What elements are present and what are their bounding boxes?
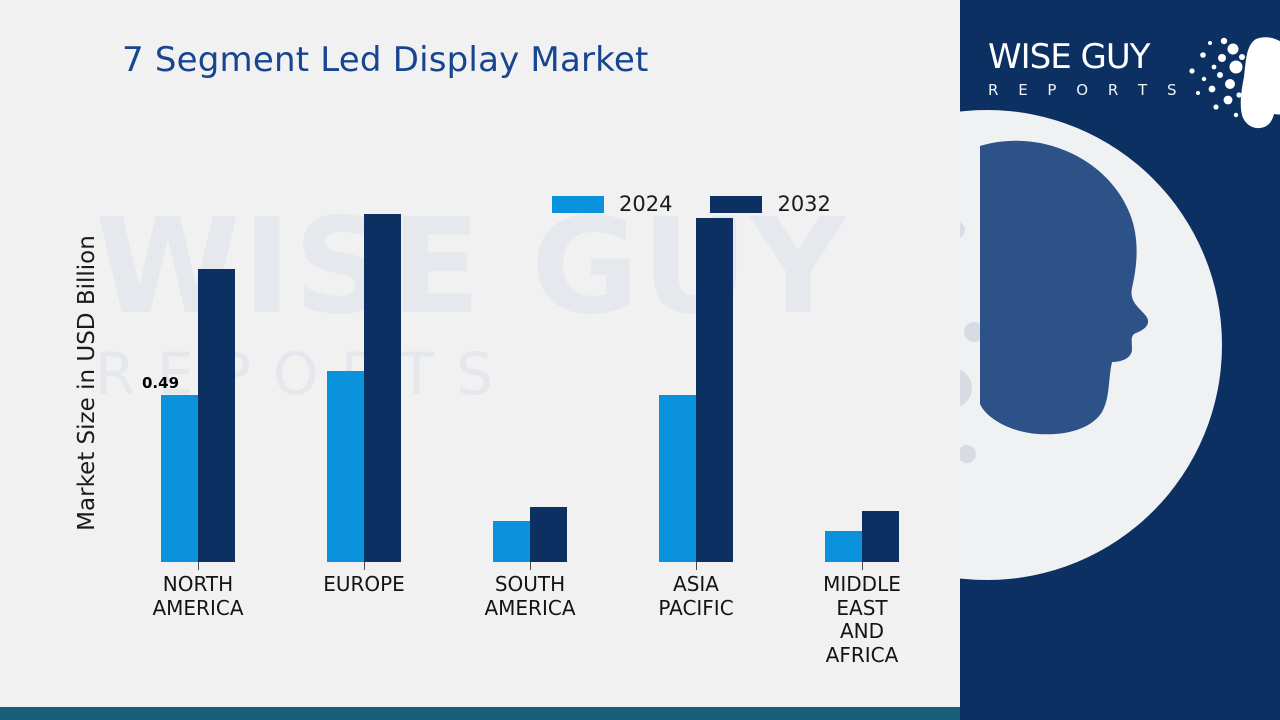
chart-panel: WISE GUY REPORTS 7 Segment Led Display M… <box>0 40 960 720</box>
legend-swatch-2032 <box>710 195 763 213</box>
bar-middle-east-and-africa-2032[interactable] <box>862 510 899 562</box>
bar-group-north-america: 0.49 <box>115 180 281 562</box>
x-axis-label-middle-east-and-africa: MIDDLE EAST AND AFRICA <box>823 572 901 667</box>
bar-south-america-2032[interactable] <box>530 507 567 562</box>
x-axis-label-asia-pacific: ASIA PACIFIC <box>658 572 734 620</box>
page-title: 7 Segment Led Display Market <box>122 40 649 80</box>
axis-tick-icon <box>695 562 697 570</box>
bar-groups: 0.49 <box>115 180 945 562</box>
bar-north-america-2032[interactable] <box>198 268 235 562</box>
plot-area: 0.49 <box>115 180 945 562</box>
bar-group-europe <box>281 180 447 562</box>
bar-north-america-2024[interactable] <box>161 394 198 562</box>
legend-label-2032: 2032 <box>777 192 831 216</box>
y-axis-title: Market Size in USD Billion <box>74 235 100 531</box>
head-profile-silhouette-icon <box>980 140 1149 435</box>
x-axis-labels: NORTH AMERICA EUROPE SOUTH AMERICA ASIA … <box>115 562 945 682</box>
bar-europe-2032[interactable] <box>364 214 401 562</box>
x-axis-category-middle-east-and-africa: MIDDLE EAST AND AFRICA <box>779 562 945 682</box>
bar-group-south-america <box>447 180 613 562</box>
x-axis-label-north-america: NORTH AMERICA <box>152 572 244 620</box>
brand-logo-sub-text: R E P O R T S <box>988 81 1184 99</box>
bar-asia-pacific-2032[interactable] <box>696 217 733 562</box>
brand-logo-main-text: WISE GUY <box>988 37 1151 77</box>
axis-tick-icon <box>861 562 863 570</box>
x-axis-category-asia-pacific: ASIA PACIFIC <box>613 562 779 682</box>
legend-label-2024: 2024 <box>619 192 673 216</box>
x-axis-label-south-america: SOUTH AMERICA <box>484 572 576 620</box>
x-axis-category-europe: EUROPE <box>281 562 447 682</box>
x-axis-category-north-america: NORTH AMERICA <box>115 562 281 682</box>
head-profile-icon <box>980 136 1195 436</box>
x-axis-category-south-america: SOUTH AMERICA <box>447 562 613 682</box>
axis-tick-icon <box>197 562 199 570</box>
bar-europe-2024[interactable] <box>327 371 364 562</box>
logo-dotted-head-icon <box>1189 37 1280 129</box>
bottom-accent-strip <box>0 707 960 720</box>
bar-asia-pacific-2024[interactable] <box>659 394 696 562</box>
chart-legend: 2024 2032 <box>552 192 831 216</box>
axis-tick-icon <box>529 562 531 570</box>
bar-value-label-north-america-2024: 0.49 <box>142 373 180 392</box>
bar-group-asia-pacific <box>613 180 779 562</box>
x-axis-label-europe: EUROPE <box>323 572 405 596</box>
legend-item-2032[interactable]: 2032 <box>710 192 831 216</box>
legend-swatch-2024 <box>552 195 604 213</box>
axis-tick-icon <box>363 562 365 570</box>
brand-logo[interactable]: WISE GUY R E P O R T S <box>988 37 1280 129</box>
legend-item-2024[interactable]: 2024 <box>552 192 672 216</box>
bar-south-america-2024[interactable] <box>493 521 530 562</box>
bar-middle-east-and-africa-2024[interactable] <box>825 531 862 562</box>
brand-panel: WISE GUY R E P O R T S <box>960 0 1280 720</box>
brand-logo-head-dots-icon <box>1184 27 1280 132</box>
bar-group-middle-east-and-africa <box>779 180 945 562</box>
